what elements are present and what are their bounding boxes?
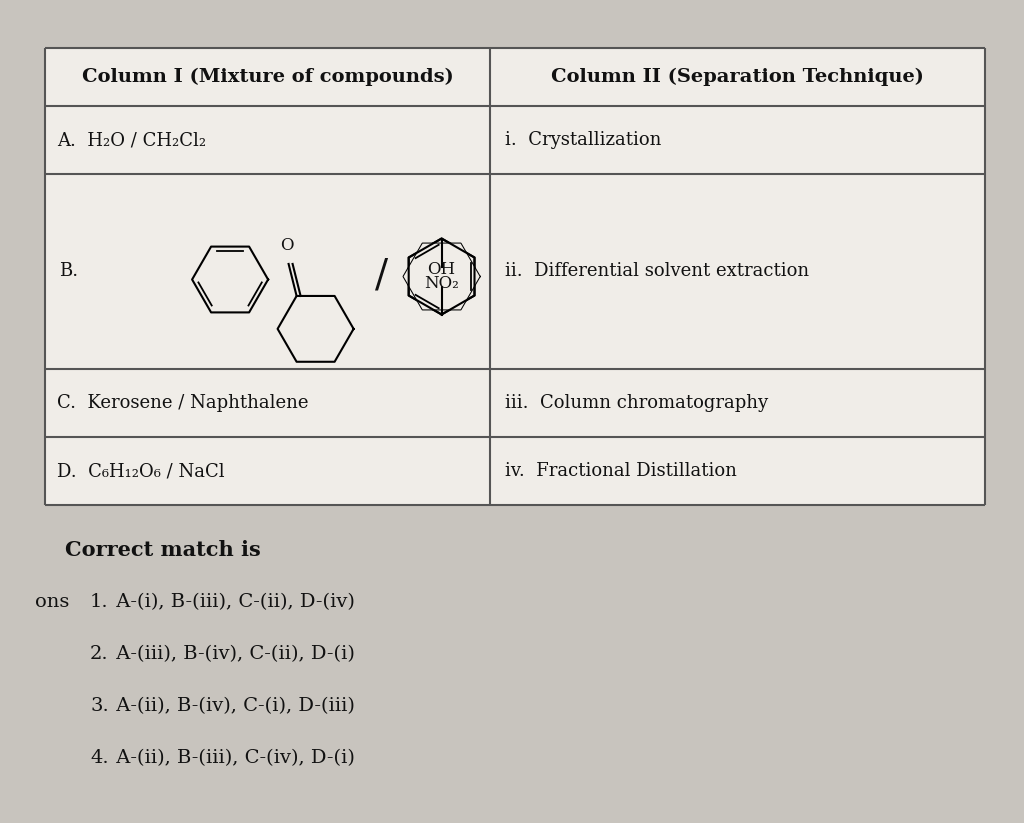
Text: iv.  Fractional Distillation: iv. Fractional Distillation xyxy=(505,462,737,480)
Text: 4.: 4. xyxy=(90,749,109,767)
Text: A-(ii), B-(iii), C-(iv), D-(i): A-(ii), B-(iii), C-(iv), D-(i) xyxy=(110,749,355,767)
Text: OH: OH xyxy=(428,262,456,278)
Text: A-(i), B-(iii), C-(ii), D-(iv): A-(i), B-(iii), C-(ii), D-(iv) xyxy=(110,593,355,611)
Text: NO₂: NO₂ xyxy=(424,275,459,291)
Text: A.  H₂O / CH₂Cl₂: A. H₂O / CH₂Cl₂ xyxy=(57,131,206,149)
Text: O: O xyxy=(280,237,293,254)
Bar xyxy=(45,48,985,505)
Text: Column I (Mixture of compounds): Column I (Mixture of compounds) xyxy=(82,67,454,86)
Text: B.: B. xyxy=(59,263,78,281)
Text: 2.: 2. xyxy=(90,645,109,663)
Text: Correct match is: Correct match is xyxy=(65,540,261,560)
Text: ii.  Differential solvent extraction: ii. Differential solvent extraction xyxy=(505,263,809,281)
Text: D.  C₆H₁₂O₆ / NaCl: D. C₆H₁₂O₆ / NaCl xyxy=(57,462,224,480)
Text: C.  Kerosene / Naphthalene: C. Kerosene / Naphthalene xyxy=(57,394,308,412)
Text: 3.: 3. xyxy=(90,697,109,715)
Polygon shape xyxy=(403,244,479,309)
Text: /: / xyxy=(375,258,388,295)
Text: i.  Crystallization: i. Crystallization xyxy=(505,131,662,149)
Text: Column II (Separation Technique): Column II (Separation Technique) xyxy=(551,67,924,86)
Text: iii.  Column chromatography: iii. Column chromatography xyxy=(505,394,768,412)
Text: 1.: 1. xyxy=(90,593,109,611)
Text: A-(ii), B-(iv), C-(i), D-(iii): A-(ii), B-(iv), C-(i), D-(iii) xyxy=(110,697,355,715)
Text: A-(iii), B-(iv), C-(ii), D-(i): A-(iii), B-(iv), C-(ii), D-(i) xyxy=(110,645,355,663)
Text: ons: ons xyxy=(35,593,70,611)
